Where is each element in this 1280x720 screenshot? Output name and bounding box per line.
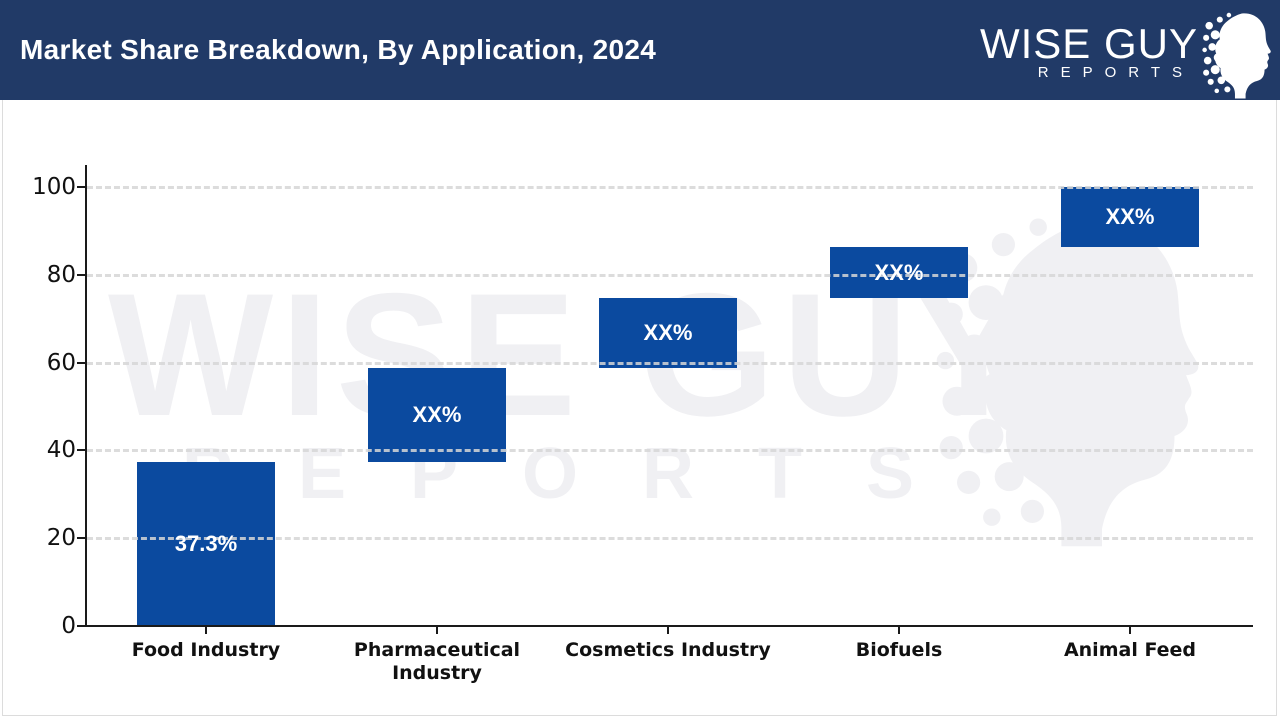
y-axis-tick-label: 80	[46, 261, 76, 288]
x-axis-category-label: Animal Feed	[1063, 639, 1197, 661]
logo-dotted-head-icon	[1202, 12, 1271, 99]
y-axis-tick-label: 40	[46, 437, 76, 464]
logo-wordmark: WISE GUY	[979, 20, 1198, 67]
bar-biofuels	[830, 247, 968, 299]
gridline-100	[87, 186, 1253, 189]
watermark-dotted-head-icon	[936, 218, 1199, 547]
bar-value-label: XX%	[412, 402, 462, 428]
bar-pharmaceutical-industry	[368, 367, 506, 463]
x-axis-category-label: Biofuels	[855, 639, 943, 661]
x-axis-category-label: Pharmaceutical Industry	[353, 639, 521, 684]
y-axis-tick-mark	[77, 361, 85, 364]
y-axis-tick-mark	[77, 273, 85, 276]
bar-animal-feed	[1061, 187, 1199, 248]
bar-value-label: XX%	[874, 259, 924, 285]
y-axis-tick-mark	[77, 186, 85, 188]
chart-title: Market Share Breakdown, By Application, …	[20, 34, 657, 65]
y-axis-tick-mark	[77, 625, 85, 627]
y-axis-tick-label: 20	[46, 525, 76, 552]
y-axis-line	[85, 165, 87, 627]
x-axis-line	[85, 625, 1253, 627]
y-axis-tick-label: 100	[32, 174, 76, 200]
bar-value-label: XX%	[1105, 204, 1155, 230]
gridline-20	[87, 537, 1253, 541]
bar-cosmetics-industry	[599, 298, 737, 368]
gridline-40	[87, 449, 1253, 453]
x-axis-tick-mark	[436, 627, 438, 634]
y-axis-tick-mark	[77, 537, 85, 540]
gridline-60	[87, 361, 1253, 365]
bar-food-industry	[137, 462, 275, 626]
x-axis-tick-mark	[1129, 627, 1131, 634]
y-axis-tick-mark	[77, 449, 85, 452]
bar-value-label: 37.3%	[174, 531, 238, 557]
x-axis-tick-mark	[898, 627, 900, 634]
y-axis-tick-label: 0	[61, 613, 76, 639]
header-bar: Market Share Breakdown, By Application, …	[0, 0, 1280, 100]
x-axis-category-label: Food Industry	[131, 639, 281, 661]
bar-value-label: XX%	[643, 319, 693, 345]
y-axis-tick-label: 60	[46, 349, 76, 376]
x-axis-category-label: Cosmetics Industry	[565, 639, 771, 661]
wiseguy-logo: WISE GUY REPORTS	[980, 4, 1276, 99]
gridline-80	[87, 273, 1253, 277]
x-axis-tick-mark	[205, 627, 207, 634]
logo-subtext: REPORTS	[1037, 64, 1194, 81]
x-axis-tick-mark	[667, 627, 669, 634]
